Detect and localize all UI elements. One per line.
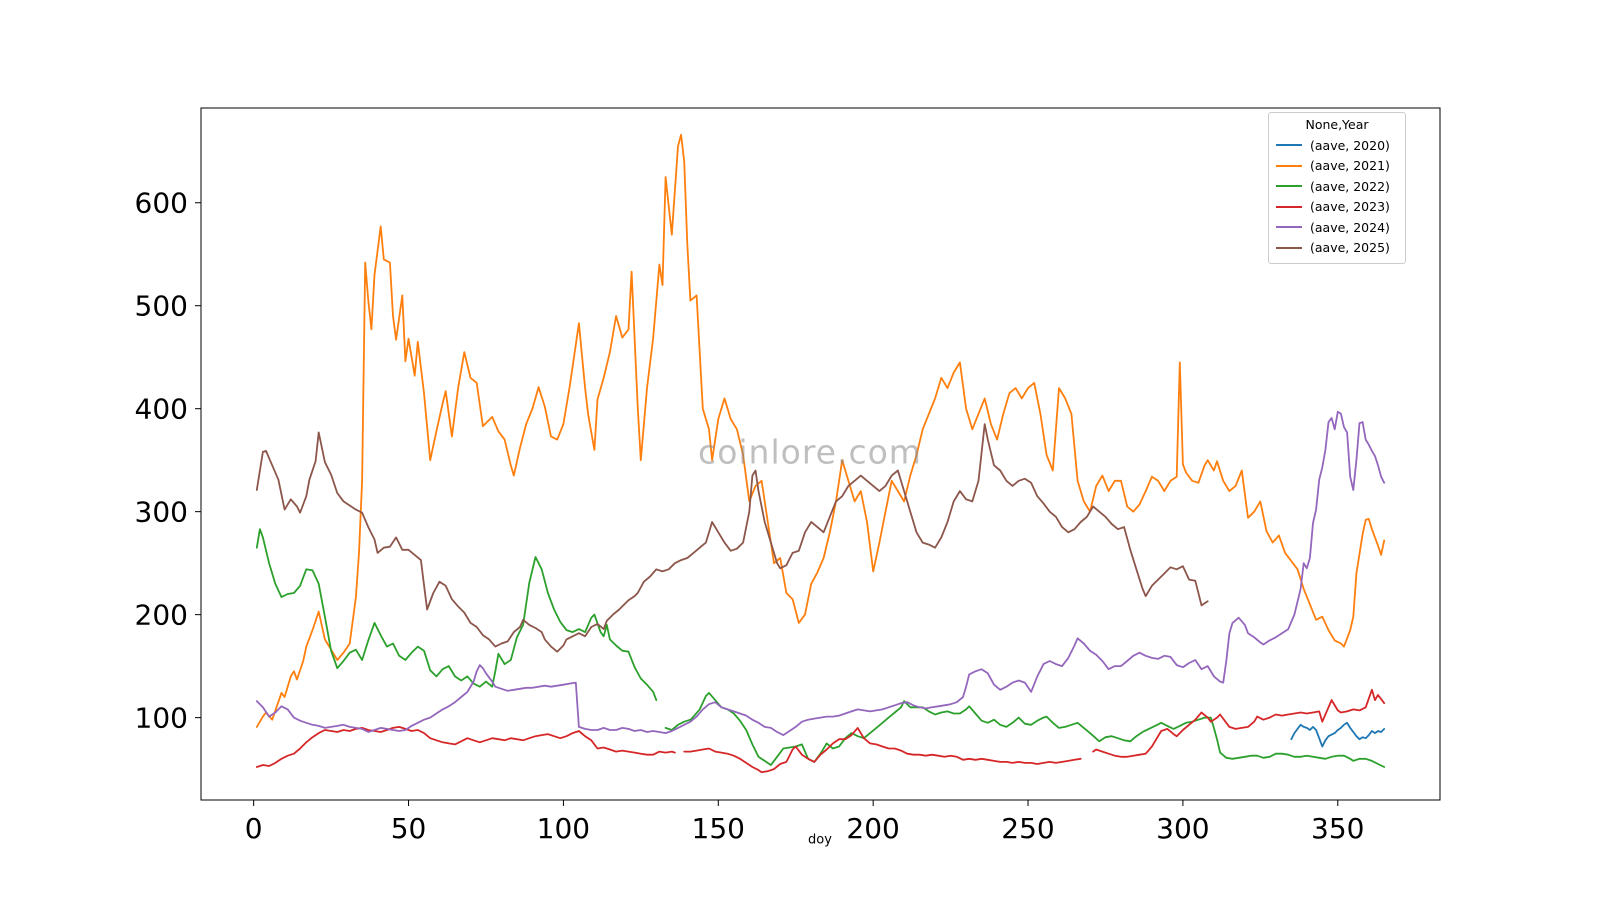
plot-frame bbox=[200, 107, 1441, 801]
legend-label: (aave, 2024) bbox=[1310, 219, 1390, 235]
legend-line-swatch bbox=[1276, 185, 1302, 188]
x-tick-label: 100 bbox=[537, 812, 590, 845]
series-line bbox=[1290, 721, 1386, 748]
series-line bbox=[255, 133, 1386, 728]
legend-item: (aave, 2023) bbox=[1276, 197, 1398, 218]
series-line bbox=[255, 726, 676, 768]
legend-line-swatch bbox=[1276, 226, 1302, 229]
legend-item: (aave, 2025) bbox=[1276, 238, 1398, 259]
legend-items: (aave, 2020) (aave, 2021) (aave, 2022) (aav… bbox=[1276, 135, 1398, 258]
legend-item: (aave, 2022) bbox=[1276, 176, 1398, 197]
series-line bbox=[683, 727, 1082, 774]
legend-item: (aave, 2024) bbox=[1276, 217, 1398, 238]
x-tick-label: 200 bbox=[846, 812, 899, 845]
x-axis-label: doy bbox=[808, 832, 832, 848]
y-tick-label: 500 bbox=[135, 290, 188, 323]
legend-label: (aave, 2022) bbox=[1310, 178, 1390, 194]
series-line bbox=[1092, 688, 1386, 758]
y-tick-label: 600 bbox=[135, 187, 188, 220]
watermark: coinlore.com bbox=[698, 432, 922, 472]
legend-item: (aave, 2021) bbox=[1276, 156, 1398, 177]
x-tick-label: 150 bbox=[692, 812, 745, 845]
series-line bbox=[255, 410, 1386, 736]
x-tick-label: 300 bbox=[1156, 812, 1209, 845]
legend: None,Year (aave, 2020) (aave, 2021) (aave,… bbox=[1268, 112, 1406, 264]
legend-item: (aave, 2020) bbox=[1276, 135, 1398, 156]
legend-label: (aave, 2021) bbox=[1310, 158, 1390, 174]
y-tick-label: 300 bbox=[135, 496, 188, 529]
y-tick-label: 400 bbox=[135, 393, 188, 426]
series-line bbox=[255, 423, 1209, 653]
x-tick-label: 350 bbox=[1311, 812, 1364, 845]
legend-label: (aave, 2023) bbox=[1310, 199, 1390, 215]
x-tick-label: 50 bbox=[391, 812, 427, 845]
legend-line-swatch bbox=[1276, 205, 1302, 208]
y-tick-label: 200 bbox=[135, 599, 188, 632]
x-tick-label: 250 bbox=[1001, 812, 1054, 845]
x-tick-label: 0 bbox=[245, 812, 263, 845]
series-line bbox=[664, 692, 1386, 768]
legend-label: (aave, 2025) bbox=[1310, 240, 1390, 256]
y-tick-label: 100 bbox=[135, 702, 188, 735]
legend-line-swatch bbox=[1276, 164, 1302, 167]
legend-line-swatch bbox=[1276, 246, 1302, 249]
legend-label: (aave, 2020) bbox=[1310, 137, 1390, 153]
legend-line-swatch bbox=[1276, 144, 1302, 147]
legend-title: None,Year bbox=[1305, 117, 1369, 132]
